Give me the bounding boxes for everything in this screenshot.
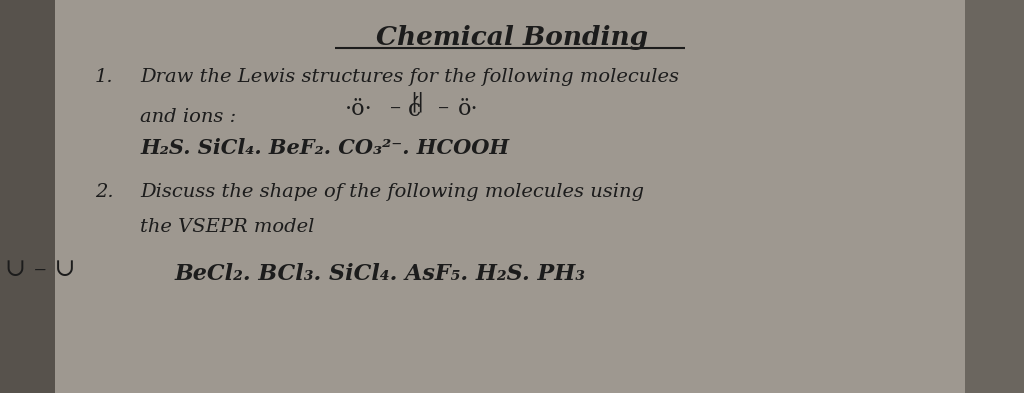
Text: Discuss the shape of the following molecules using: Discuss the shape of the following molec… xyxy=(140,183,644,201)
Text: ö·: ö· xyxy=(458,98,478,120)
Text: the VSEPR model: the VSEPR model xyxy=(140,218,314,236)
Bar xyxy=(965,0,1024,393)
Text: and ions :: and ions : xyxy=(140,108,237,126)
Text: –: – xyxy=(438,98,450,120)
Text: BeCl₂. BCl₃. SiCl₄. AsF₅. H₂S. PH₃: BeCl₂. BCl₃. SiCl₄. AsF₅. H₂S. PH₃ xyxy=(175,263,586,285)
Text: ∪ – ∪: ∪ – ∪ xyxy=(5,258,76,281)
Bar xyxy=(0,0,55,393)
Text: Draw the Lewis structures for the following molecules: Draw the Lewis structures for the follow… xyxy=(140,68,679,86)
Text: ·ö·: ·ö· xyxy=(345,98,373,120)
Text: –: – xyxy=(390,98,401,120)
Text: 2.: 2. xyxy=(95,183,114,201)
Text: H₂S. SiCl₄. BeF₂. CO₃²⁻. HCOOH: H₂S. SiCl₄. BeF₂. CO₃²⁻. HCOOH xyxy=(140,138,509,158)
Text: ||: || xyxy=(410,91,424,112)
Text: 1.: 1. xyxy=(95,68,114,86)
Text: ć: ć xyxy=(408,98,421,121)
Text: Chemical Bonding: Chemical Bonding xyxy=(376,25,648,50)
